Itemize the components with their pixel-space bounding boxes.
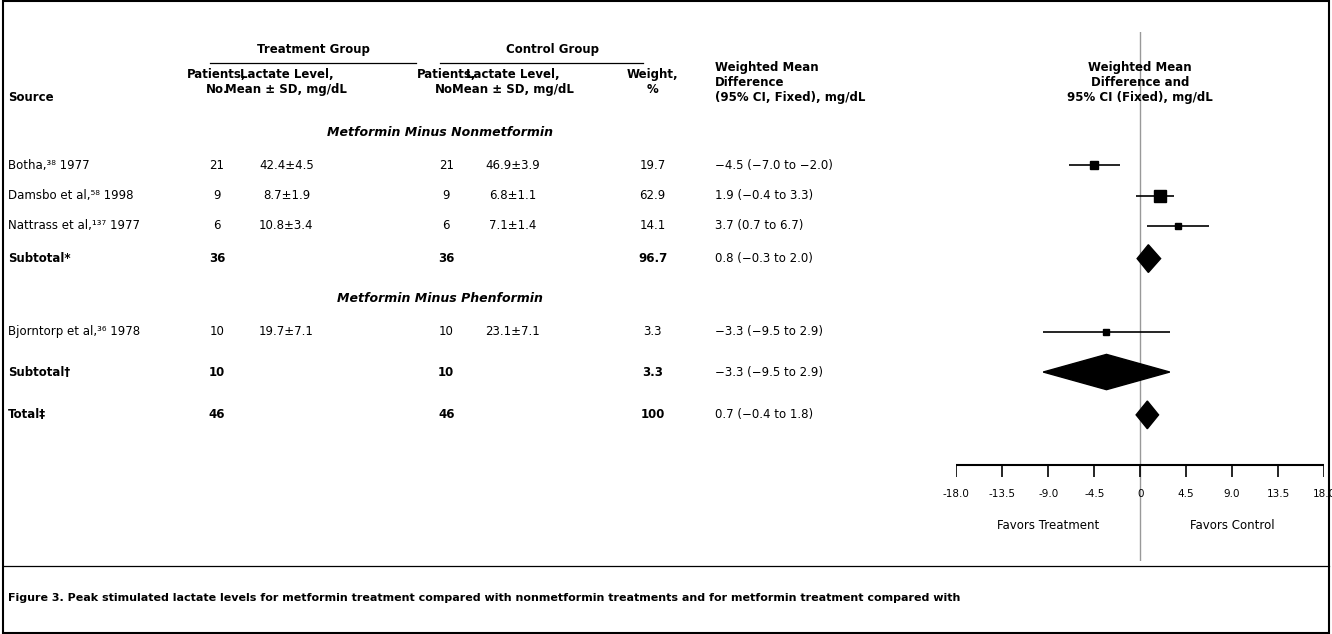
Text: -9.0: -9.0: [1038, 489, 1059, 499]
Text: 3.3: 3.3: [643, 325, 662, 338]
Text: 1.9 (−0.4 to 3.3): 1.9 (−0.4 to 3.3): [715, 189, 814, 202]
Text: Total‡: Total‡: [8, 408, 47, 422]
Text: 9: 9: [213, 189, 221, 202]
Text: Subtotal*: Subtotal*: [8, 252, 71, 265]
Text: 23.1±7.1: 23.1±7.1: [485, 325, 541, 338]
Text: 19.7±7.1: 19.7±7.1: [258, 325, 314, 338]
Text: Weighted Mean
Difference and
95% CI (Fixed), mg/dL: Weighted Mean Difference and 95% CI (Fix…: [1067, 61, 1213, 103]
Text: 6: 6: [442, 219, 450, 232]
Text: Metformin Minus Nonmetformin: Metformin Minus Nonmetformin: [326, 126, 553, 139]
Text: Damsbo et al,⁵⁸ 1998: Damsbo et al,⁵⁸ 1998: [8, 189, 133, 202]
Text: Botha,³⁸ 1977: Botha,³⁸ 1977: [8, 158, 89, 172]
Text: 9: 9: [442, 189, 450, 202]
Text: −3.3 (−9.5 to 2.9): −3.3 (−9.5 to 2.9): [715, 366, 823, 378]
Text: 100: 100: [641, 408, 665, 422]
Text: Bjorntorp et al,³⁶ 1978: Bjorntorp et al,³⁶ 1978: [8, 325, 140, 338]
Text: Nattrass et al,¹³⁷ 1977: Nattrass et al,¹³⁷ 1977: [8, 219, 140, 232]
Text: 6: 6: [213, 219, 221, 232]
Text: 18.0: 18.0: [1312, 489, 1332, 499]
Text: 36: 36: [209, 252, 225, 265]
Text: Treatment Group: Treatment Group: [257, 43, 369, 56]
Text: Weight,
%: Weight, %: [627, 68, 678, 96]
Text: Patients,
No.: Patients, No.: [188, 68, 246, 96]
Text: Figure 3. Peak stimulated lactate levels for metformin treatment compared with n: Figure 3. Peak stimulated lactate levels…: [8, 593, 960, 604]
Text: -18.0: -18.0: [943, 489, 970, 499]
Polygon shape: [1138, 245, 1160, 273]
Text: 0.7 (−0.4 to 1.8): 0.7 (−0.4 to 1.8): [715, 408, 814, 422]
Polygon shape: [1136, 401, 1159, 429]
Text: 13.5: 13.5: [1267, 489, 1289, 499]
Text: 4.5: 4.5: [1177, 489, 1195, 499]
Text: 19.7: 19.7: [639, 158, 666, 172]
Text: -13.5: -13.5: [988, 489, 1016, 499]
Text: Control Group: Control Group: [506, 43, 599, 56]
Text: 8.7±1.9: 8.7±1.9: [262, 189, 310, 202]
Text: 3.3: 3.3: [642, 366, 663, 378]
Text: 0.8 (−0.3 to 2.0): 0.8 (−0.3 to 2.0): [715, 252, 813, 265]
Text: 62.9: 62.9: [639, 189, 666, 202]
Text: 10: 10: [209, 325, 225, 338]
Text: Weighted Mean
Difference
(95% CI, Fixed), mg/dL: Weighted Mean Difference (95% CI, Fixed)…: [715, 61, 866, 103]
Text: 96.7: 96.7: [638, 252, 667, 265]
Text: 14.1: 14.1: [639, 219, 666, 232]
Text: Metformin Minus Phenformin: Metformin Minus Phenformin: [337, 292, 542, 306]
Text: Patients,
No.: Patients, No.: [417, 68, 476, 96]
Text: Subtotal†: Subtotal†: [8, 366, 71, 378]
Text: 21: 21: [209, 158, 225, 172]
Text: 46: 46: [209, 408, 225, 422]
Text: Lactate Level,
Mean ± SD, mg/dL: Lactate Level, Mean ± SD, mg/dL: [225, 68, 348, 96]
Text: 10.8±3.4: 10.8±3.4: [260, 219, 313, 232]
Text: 9.0: 9.0: [1224, 489, 1240, 499]
Text: 36: 36: [438, 252, 454, 265]
Text: 6.8±1.1: 6.8±1.1: [489, 189, 537, 202]
Text: Favors Treatment: Favors Treatment: [998, 519, 1099, 533]
Text: −3.3 (−9.5 to 2.9): −3.3 (−9.5 to 2.9): [715, 325, 823, 338]
Text: 46: 46: [438, 408, 454, 422]
Text: 10: 10: [438, 325, 454, 338]
Text: Lactate Level,
Mean ± SD, mg/dL: Lactate Level, Mean ± SD, mg/dL: [452, 68, 574, 96]
Text: 10: 10: [209, 366, 225, 378]
Text: Favors Control: Favors Control: [1189, 519, 1275, 533]
Text: 10: 10: [438, 366, 454, 378]
Text: Source: Source: [8, 91, 53, 104]
Text: 46.9±3.9: 46.9±3.9: [485, 158, 541, 172]
Text: 7.1±1.4: 7.1±1.4: [489, 219, 537, 232]
Text: 42.4±4.5: 42.4±4.5: [258, 158, 314, 172]
Text: 3.7 (0.7 to 6.7): 3.7 (0.7 to 6.7): [715, 219, 803, 232]
Text: −4.5 (−7.0 to −2.0): −4.5 (−7.0 to −2.0): [715, 158, 832, 172]
Polygon shape: [1043, 354, 1169, 390]
Text: 21: 21: [438, 158, 454, 172]
Text: -4.5: -4.5: [1084, 489, 1104, 499]
Text: 0: 0: [1138, 489, 1143, 499]
